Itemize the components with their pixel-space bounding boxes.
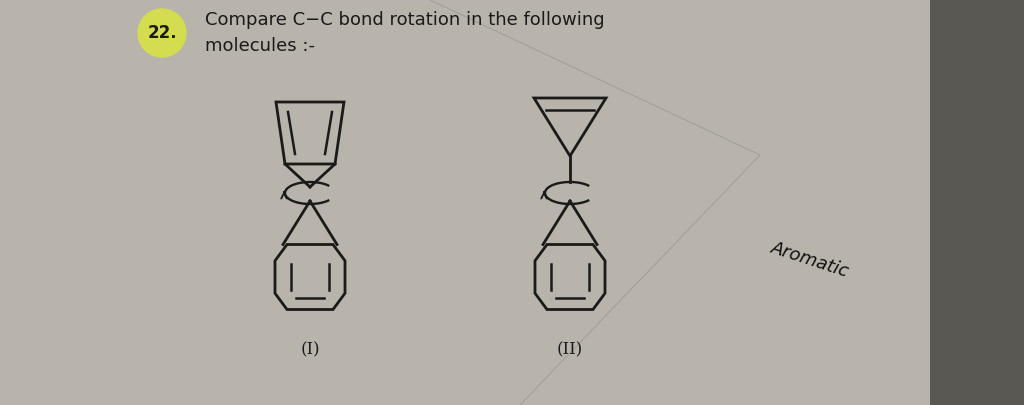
Text: Compare C−C bond rotation in the following
molecules :-: Compare C−C bond rotation in the followi… [205, 11, 604, 55]
Text: (I): (I) [300, 341, 319, 358]
Polygon shape [930, 0, 1024, 405]
Circle shape [138, 9, 186, 57]
Text: 22.: 22. [147, 24, 177, 42]
Text: (II): (II) [557, 341, 583, 358]
Text: Aromatic: Aromatic [769, 239, 851, 281]
